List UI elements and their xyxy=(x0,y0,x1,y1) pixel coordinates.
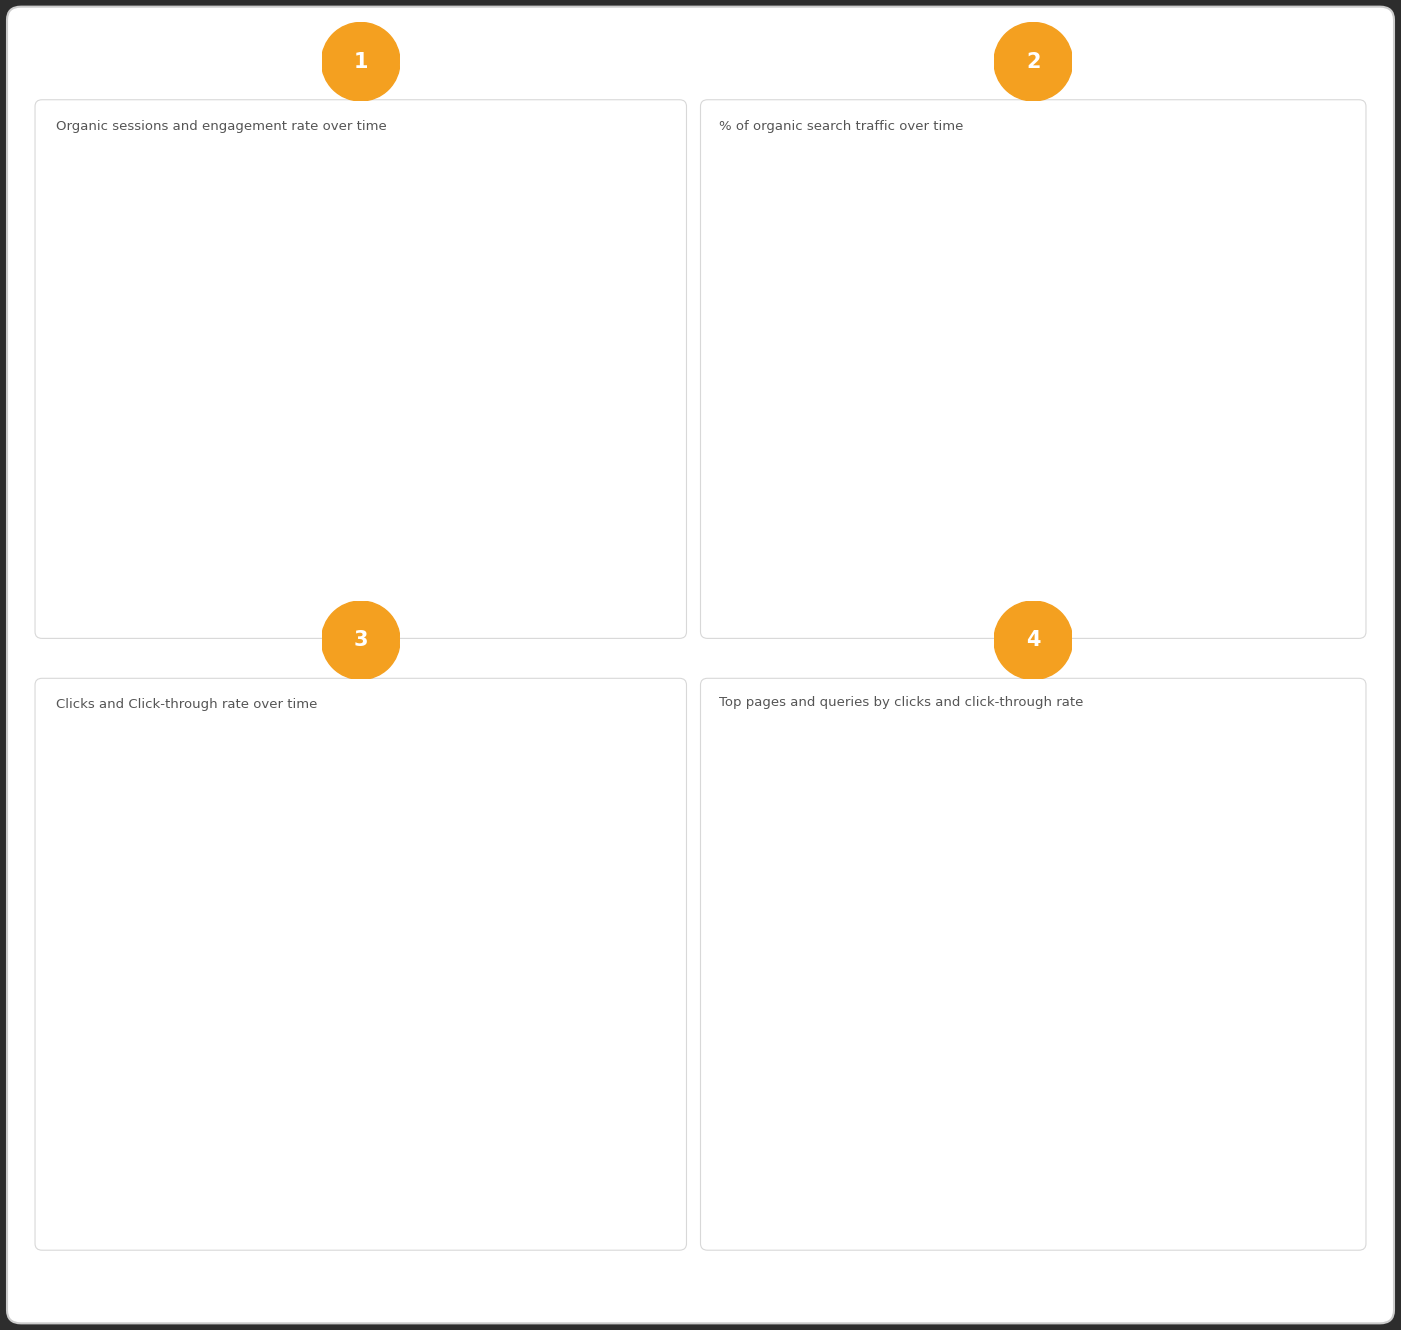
Bar xyxy=(946,1080,992,1096)
Text: 5.0%: 5.0% xyxy=(1234,1083,1261,1093)
Bar xyxy=(946,1113,961,1130)
Text: Page: Page xyxy=(715,747,745,758)
Circle shape xyxy=(993,23,1073,101)
Text: Clicks ▾: Clicks ▾ xyxy=(904,1013,948,1024)
Text: 4: 4 xyxy=(1026,630,1041,650)
Text: >: > xyxy=(1314,954,1325,967)
Text: 2: 2 xyxy=(1026,52,1041,72)
Bar xyxy=(946,813,1056,830)
Text: 6.2%: 6.2% xyxy=(1234,1117,1261,1128)
Text: -4.8%↓: -4.8%↓ xyxy=(1307,817,1346,827)
Text: -7.6%↓: -7.6%↓ xyxy=(1138,817,1177,827)
Text: % of organic search traffic over time: % of organic search traffic over time xyxy=(719,120,962,133)
Text: search/docs/cra...: search/docs/cra... xyxy=(715,920,807,931)
Text: 2.2K: 2.2K xyxy=(904,1117,926,1128)
Text: 6.9%↑: 6.9%↑ xyxy=(1311,886,1346,896)
Bar xyxy=(946,918,969,934)
Text: Queries: Queries xyxy=(715,1013,762,1024)
Text: % Δ: % Δ xyxy=(1325,1013,1349,1024)
Bar xyxy=(946,1045,1076,1061)
Text: 5.0%: 5.0% xyxy=(1234,782,1261,793)
Text: google seo: google seo xyxy=(715,1083,771,1093)
Text: 25.1%↑: 25.1%↑ xyxy=(1135,1152,1177,1162)
Text: Clicks and Click-through rate over time: Clicks and Click-through rate over time xyxy=(56,698,318,712)
Text: 4.4%: 4.4% xyxy=(1234,920,1261,931)
Text: 4.1%↑: 4.1%↑ xyxy=(1142,851,1177,862)
Circle shape xyxy=(993,601,1073,680)
Text: 1.2K: 1.2K xyxy=(904,1152,926,1162)
Text: <: < xyxy=(1275,954,1286,967)
Text: 7.4%↑: 7.4%↑ xyxy=(1311,1117,1346,1128)
Text: Clicks ▾: Clicks ▾ xyxy=(904,747,948,758)
Text: 12.0%↑: 12.0%↑ xyxy=(1135,1117,1177,1128)
Text: 13.7%↑: 13.7%↑ xyxy=(1304,1152,1346,1162)
Text: -7.1%↓: -7.1%↓ xyxy=(1307,851,1346,862)
Text: 21.4K: 21.4K xyxy=(904,920,933,931)
Circle shape xyxy=(322,601,401,680)
Text: 6.6%: 6.6% xyxy=(1234,817,1261,827)
Text: 19K: 19K xyxy=(904,1048,923,1059)
Bar xyxy=(1177,770,1268,805)
Text: 60.9K: 60.9K xyxy=(904,851,933,862)
Text: 94.1K: 94.1K xyxy=(904,817,933,827)
Text: 58.7K: 58.7K xyxy=(904,886,933,896)
Text: 1.0%: 1.0% xyxy=(1234,1152,1261,1162)
Text: 20.2%↑: 20.2%↑ xyxy=(1135,782,1177,793)
Text: 90.6%↑: 90.6%↑ xyxy=(1304,1186,1346,1197)
Text: CTR: CTR xyxy=(1237,1013,1261,1024)
Text: 16.9%↑: 16.9%↑ xyxy=(1135,886,1177,896)
Text: % Δ: % Δ xyxy=(1153,1013,1177,1024)
Text: search/docs/ap...: search/docs/ap... xyxy=(715,782,803,793)
Text: 1 - 10 / 11113: 1 - 10 / 11113 xyxy=(1111,955,1180,966)
FancyBboxPatch shape xyxy=(7,7,1394,1323)
Text: seo meaning: seo meaning xyxy=(715,1186,782,1197)
Text: 6.6%: 6.6% xyxy=(1234,851,1261,862)
Circle shape xyxy=(322,23,401,101)
Text: 37.8%↑: 37.8%↑ xyxy=(1135,1186,1177,1197)
Bar xyxy=(946,779,1076,795)
Text: 1.4%: 1.4% xyxy=(1234,1186,1261,1197)
Text: 3: 3 xyxy=(353,630,368,650)
Text: -12.8%↓: -12.8%↓ xyxy=(1300,920,1346,931)
Legend: Organic Search, Direct, Referral, Organic Soc..., Organic Sho..., Organic Vid...: Organic Search, Direct, Referral, Organi… xyxy=(779,238,1083,270)
Text: 1: 1 xyxy=(353,52,368,72)
Legend: Sessions, Engagement rate: Sessions, Engagement rate xyxy=(125,238,336,257)
Text: 11.2%↑: 11.2%↑ xyxy=(1135,1048,1177,1059)
Text: -4.1%↓: -4.1%↓ xyxy=(1307,1048,1346,1059)
Text: Top pages and queries by clicks and click-through rate: Top pages and queries by clicks and clic… xyxy=(719,696,1083,709)
Text: 110K: 110K xyxy=(904,782,929,793)
Text: >: > xyxy=(1314,1220,1325,1233)
Text: % Δ: % Δ xyxy=(1325,747,1349,758)
Bar xyxy=(946,1148,953,1165)
Bar xyxy=(946,1184,953,1200)
Text: 6.8K: 6.8K xyxy=(904,1083,926,1093)
Text: 1 - 10 / 10527: 1 - 10 / 10527 xyxy=(1111,1221,1180,1232)
Text: 16.5%↑: 16.5%↑ xyxy=(1135,920,1177,931)
Text: <: < xyxy=(1275,1220,1286,1233)
Legend: Clicks, Click-through rate: Clicks, Click-through rate xyxy=(125,802,325,821)
Text: seo: seo xyxy=(715,1048,733,1059)
Text: CTR: CTR xyxy=(1237,747,1261,758)
Text: search/docs/ap...: search/docs/ap... xyxy=(715,817,803,827)
Text: 1.2K: 1.2K xyxy=(904,1186,926,1197)
Text: search/docs/ap...: search/docs/ap... xyxy=(715,851,803,862)
Text: search/docs/fu...: search/docs/fu... xyxy=(715,886,800,896)
Text: seo optimization: seo optimization xyxy=(715,1152,801,1162)
Text: 0.6%: 0.6% xyxy=(1234,886,1261,896)
FancyBboxPatch shape xyxy=(708,1001,1359,1244)
Text: seo google: seo google xyxy=(715,1117,771,1128)
Text: Organic sessions and engagement rate over time: Organic sessions and engagement rate ove… xyxy=(56,120,387,133)
Text: % Δ: % Δ xyxy=(1153,747,1177,758)
Bar xyxy=(946,849,1017,864)
FancyBboxPatch shape xyxy=(708,735,1359,978)
Text: 9.4%↑: 9.4%↑ xyxy=(1311,1083,1346,1093)
Text: 13.0%↑: 13.0%↑ xyxy=(1135,1083,1177,1093)
Text: 0.7%: 0.7% xyxy=(1234,1048,1261,1059)
Text: -1.9%↓: -1.9%↓ xyxy=(1307,782,1346,793)
Bar xyxy=(946,883,1014,899)
